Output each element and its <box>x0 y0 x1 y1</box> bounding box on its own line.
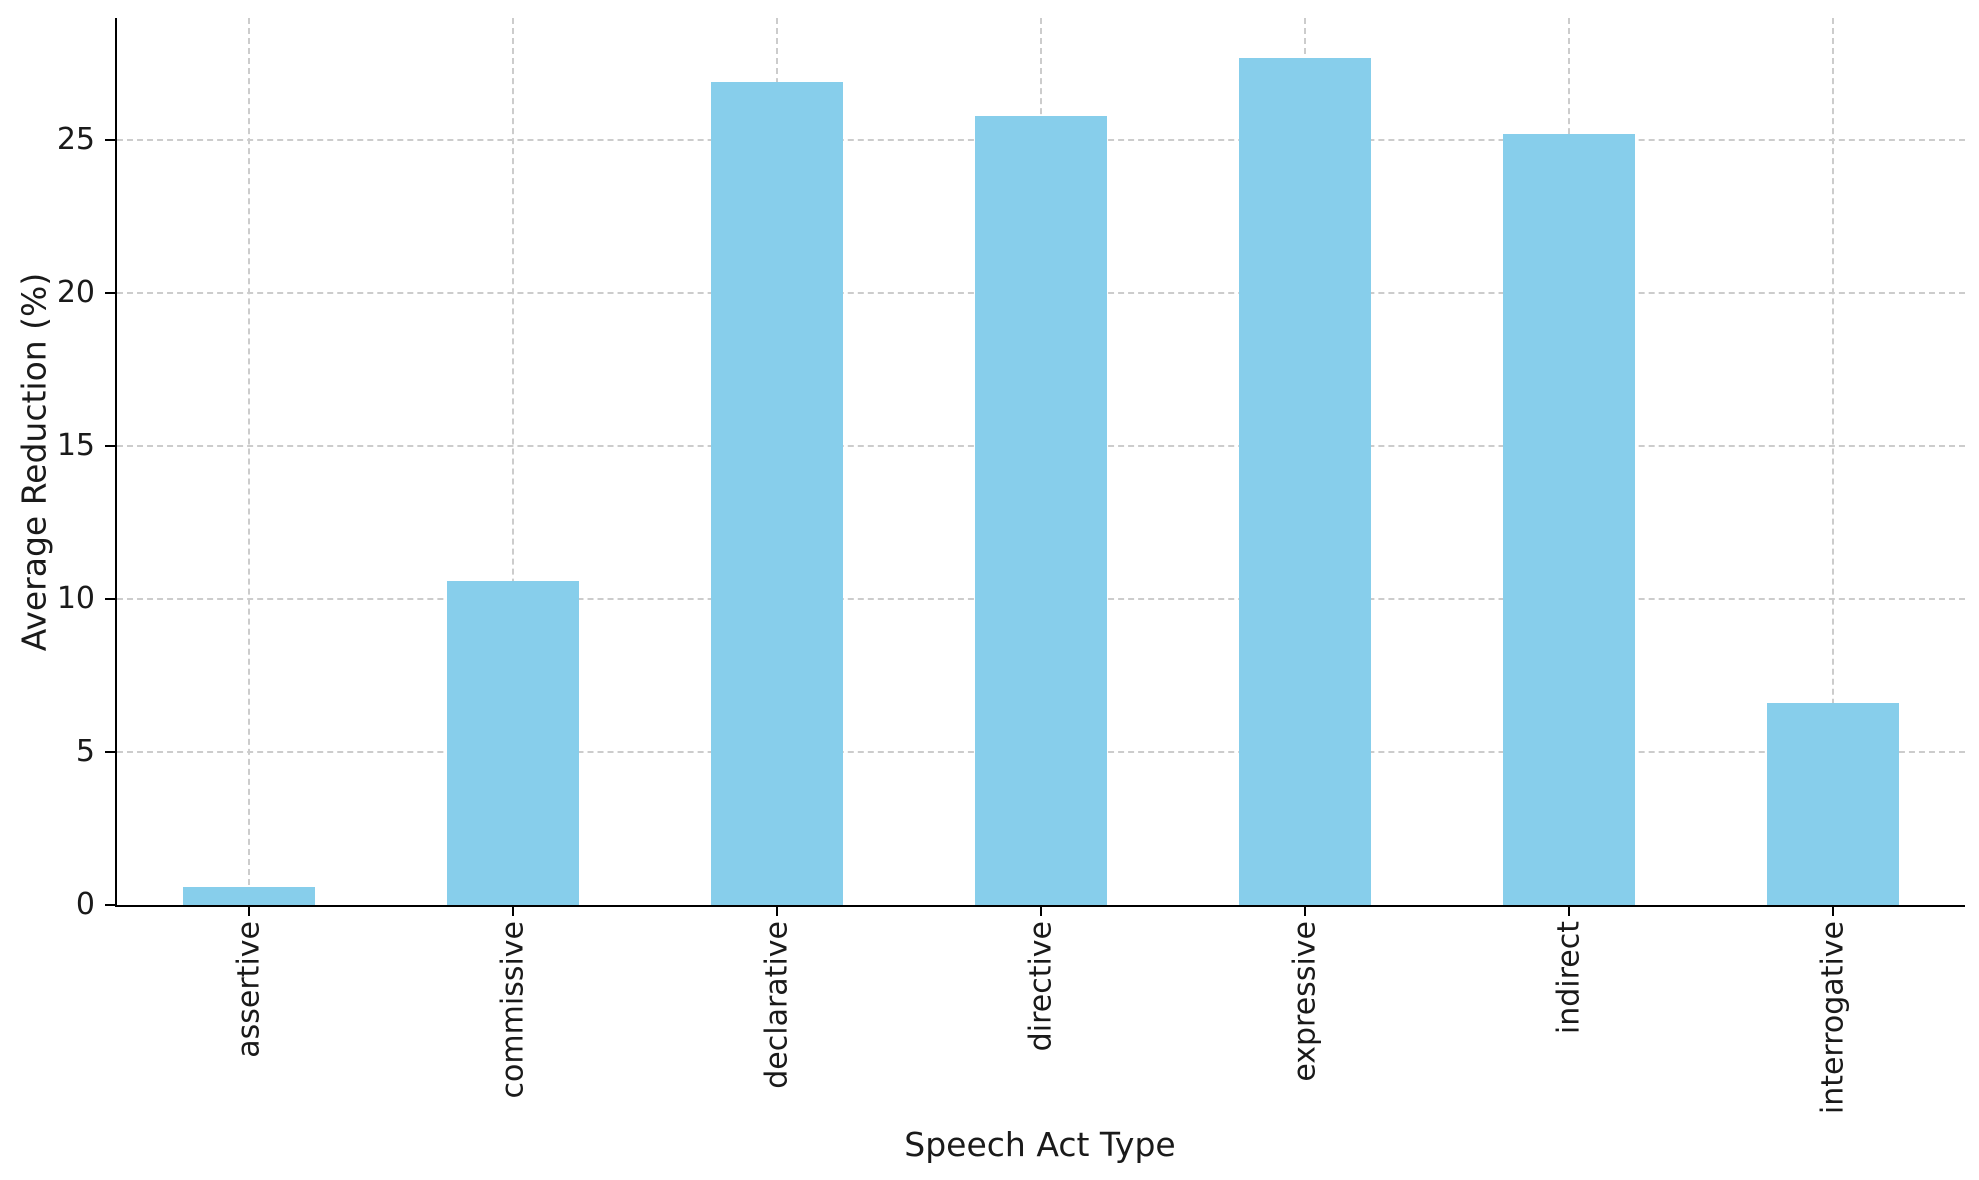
x-axis-tick <box>1304 905 1306 916</box>
x-axis-tick <box>1040 905 1042 916</box>
y-tick-label: 0 <box>75 886 95 922</box>
y-tick-label: 25 <box>56 122 95 158</box>
x-axis-tick <box>1568 905 1570 916</box>
y-axis-tick <box>105 904 117 906</box>
y-axis-tick <box>105 445 117 448</box>
bar-directive <box>975 115 1107 905</box>
y-tick-label: 20 <box>56 275 95 311</box>
plot-area: 0 5 10 15 20 25 assertive commissive declarative… <box>57 18 1965 1114</box>
x-tick-label: interrogative <box>1815 921 1851 1115</box>
v-gridline <box>248 18 250 905</box>
bar-expressive <box>1239 57 1371 905</box>
bar-declarative <box>711 82 843 905</box>
bar-indirect <box>1503 134 1635 905</box>
bar-assertive <box>183 886 315 905</box>
x-tick-label: expressive <box>1287 921 1323 1082</box>
x-tick-label: indirect <box>1551 921 1587 1035</box>
x-tick-label: directive <box>1023 921 1059 1052</box>
y-axis-tick <box>105 139 117 142</box>
y-tick-label: 10 <box>56 580 95 616</box>
x-axis-tick <box>248 905 250 916</box>
x-tick-label: assertive <box>231 921 267 1058</box>
y-axis-label: Average Reduction (%) <box>14 272 54 652</box>
y-axis-tick <box>105 751 117 754</box>
bar-interrogative <box>1767 703 1899 905</box>
x-axis-tick <box>1832 905 1834 916</box>
bar-commissive <box>447 580 579 905</box>
x-axis-tick <box>776 905 778 916</box>
x-tick-label: commissive <box>495 921 531 1099</box>
x-axis-label: Speech Act Type <box>904 1125 1176 1164</box>
y-tick-label: 5 <box>75 733 95 769</box>
y-axis-tick <box>105 598 117 601</box>
y-tick-label: 15 <box>56 428 95 464</box>
v-gridline <box>512 18 514 905</box>
v-gridline <box>1832 18 1834 905</box>
x-tick-label: declarative <box>759 921 795 1089</box>
x-axis-tick <box>512 905 514 916</box>
y-axis-tick <box>105 292 117 295</box>
